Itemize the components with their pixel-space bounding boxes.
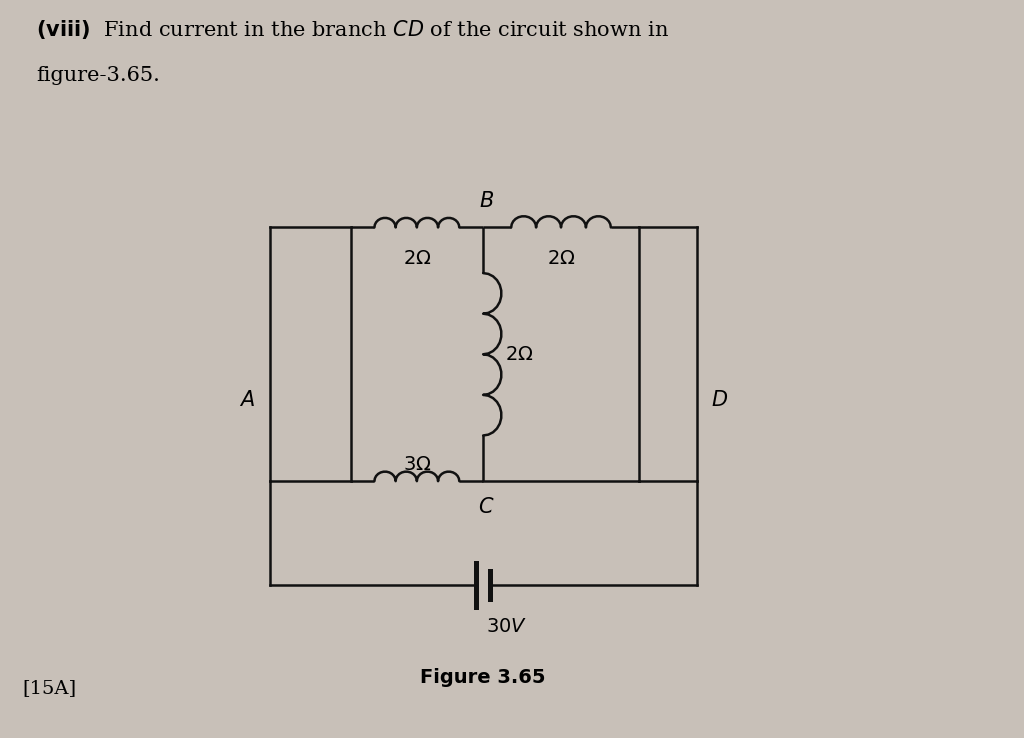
Text: $2\Omega$: $2\Omega$ <box>505 345 534 364</box>
Text: Figure 3.65: Figure 3.65 <box>421 668 546 686</box>
Text: $D$: $D$ <box>711 390 728 410</box>
Text: $\mathbf{(viii)}$  Find current in the branch $\mathit{CD}$ of the circuit shown: $\mathbf{(viii)}$ Find current in the br… <box>36 18 669 41</box>
Text: $2\Omega$: $2\Omega$ <box>402 249 431 269</box>
Text: $30V$: $30V$ <box>486 617 527 635</box>
Text: $C$: $C$ <box>478 497 495 517</box>
Text: $2\Omega$: $2\Omega$ <box>547 249 575 269</box>
Text: $A$: $A$ <box>240 390 255 410</box>
Text: $B$: $B$ <box>478 191 494 211</box>
Text: [15A]: [15A] <box>23 680 77 697</box>
Text: figure-3.65.: figure-3.65. <box>36 66 160 86</box>
Text: $3\Omega$: $3\Omega$ <box>402 455 431 475</box>
